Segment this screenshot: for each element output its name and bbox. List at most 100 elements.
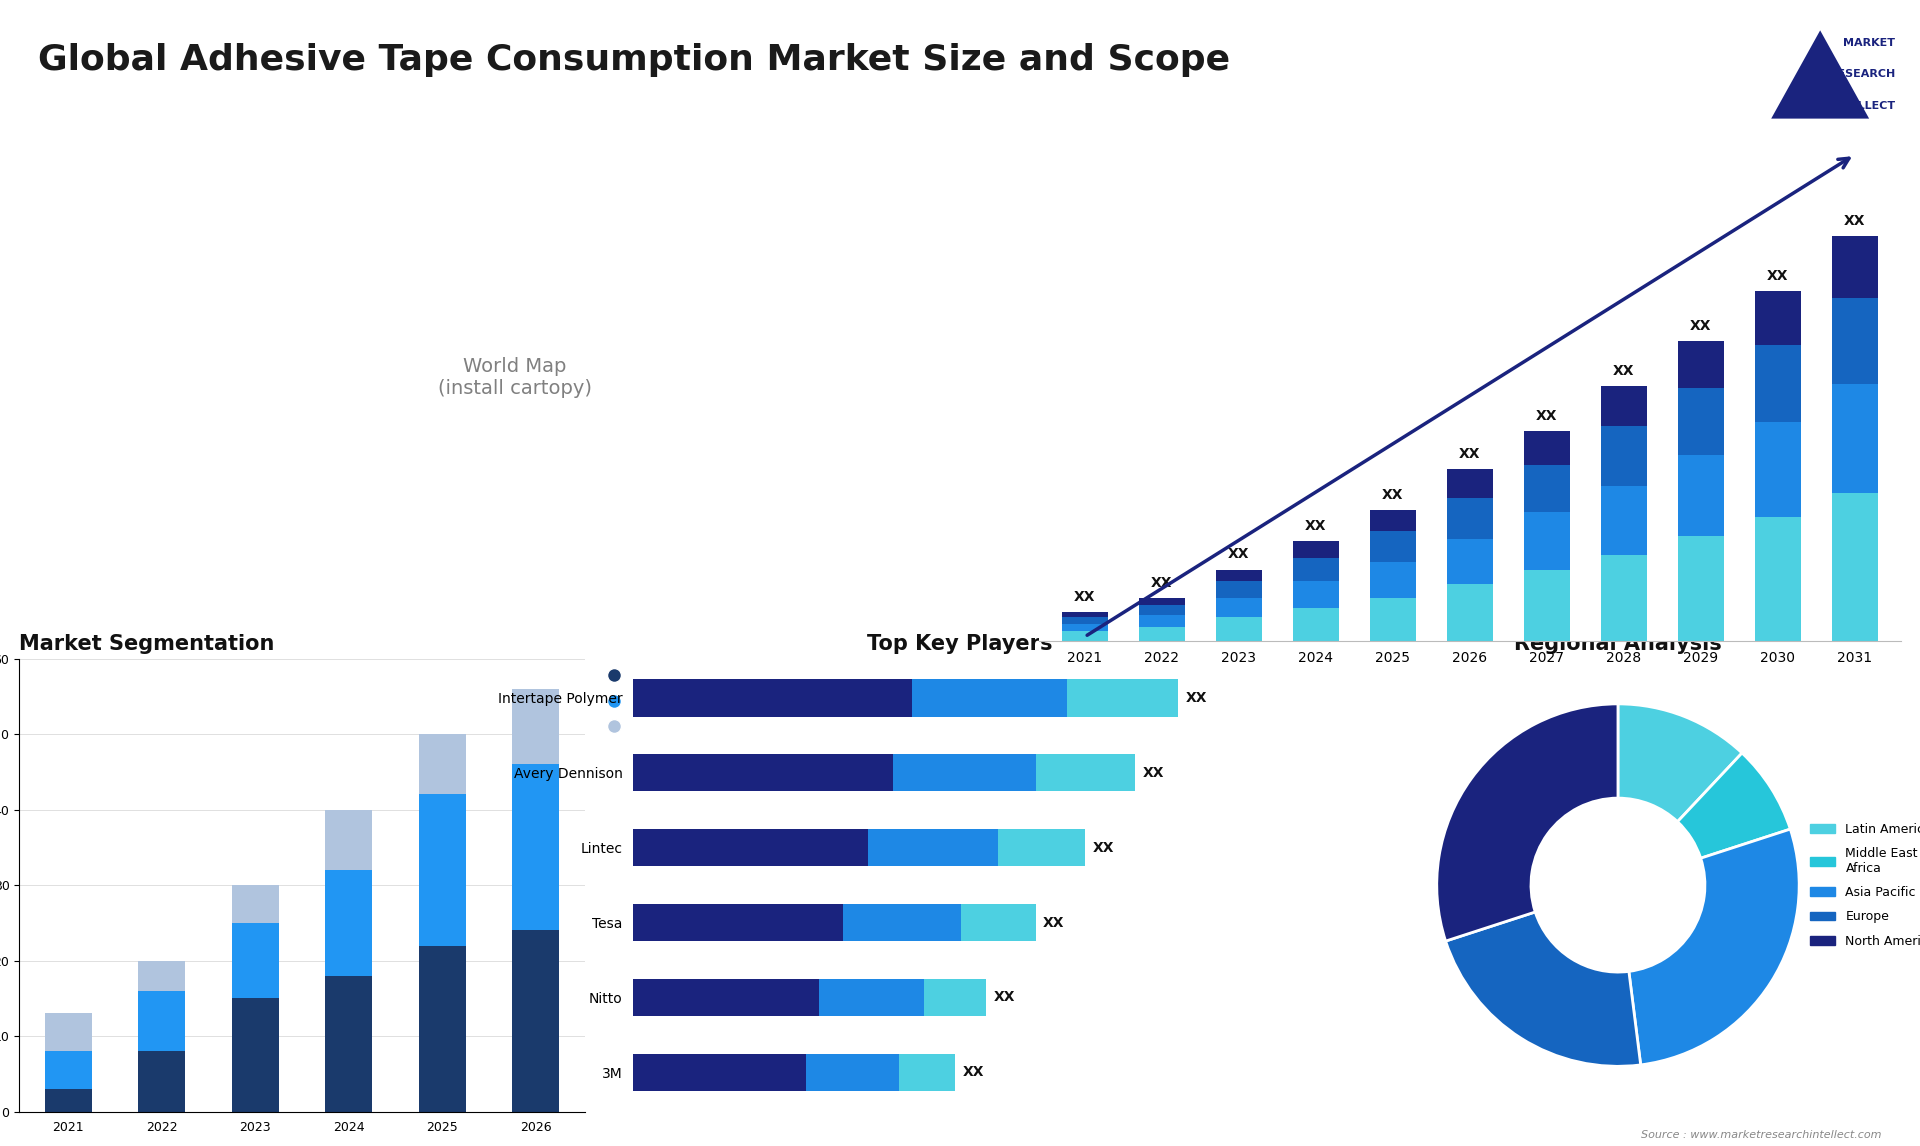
Text: XX: XX [1306, 519, 1327, 533]
Bar [1755, 517, 1801, 641]
Text: XX: XX [1187, 691, 1208, 705]
Bar [1139, 598, 1185, 605]
Bar [1369, 598, 1415, 641]
Bar [632, 680, 912, 716]
Bar [419, 735, 467, 794]
Wedge shape [1628, 829, 1799, 1065]
Title: Top Key Players: Top Key Players [868, 634, 1052, 654]
Text: XX: XX [1613, 364, 1634, 378]
Bar [1292, 558, 1338, 581]
Bar [1215, 570, 1261, 581]
Text: RESEARCH: RESEARCH [1828, 70, 1895, 79]
Text: XX: XX [1150, 576, 1173, 590]
Bar [632, 754, 893, 792]
Text: XX: XX [1459, 447, 1480, 462]
Bar [1832, 384, 1878, 493]
Text: XX: XX [1043, 916, 1064, 929]
Title: Regional Analysis: Regional Analysis [1515, 634, 1722, 654]
Bar [632, 979, 818, 1017]
Bar [1601, 386, 1647, 426]
Bar [1601, 555, 1647, 641]
Bar [1062, 625, 1108, 631]
Bar [1292, 541, 1338, 558]
Bar [1755, 422, 1801, 517]
Bar [1446, 470, 1492, 499]
Bar [1068, 680, 1179, 716]
Text: INTELLECT: INTELLECT [1830, 101, 1895, 111]
Bar [1139, 605, 1185, 614]
Bar [1062, 618, 1108, 625]
Text: World Map
(install cartopy): World Map (install cartopy) [438, 358, 591, 398]
Bar [1446, 583, 1492, 641]
Bar [324, 870, 372, 975]
Bar [962, 904, 1035, 941]
Bar [818, 979, 924, 1017]
Bar [1755, 345, 1801, 422]
Bar [1755, 291, 1801, 345]
Bar [232, 885, 278, 923]
Bar [1215, 581, 1261, 598]
Bar [1524, 464, 1571, 512]
Bar [1524, 431, 1571, 464]
Bar [1139, 614, 1185, 627]
Bar [924, 979, 987, 1017]
Bar [632, 904, 843, 941]
Text: XX: XX [1073, 590, 1096, 604]
Wedge shape [1436, 704, 1619, 941]
Bar [138, 1051, 184, 1112]
Bar [1215, 618, 1261, 641]
Bar [998, 829, 1085, 866]
Text: XX: XX [1092, 841, 1114, 855]
Bar [44, 1051, 92, 1089]
Text: XX: XX [1142, 766, 1164, 779]
Bar [324, 809, 372, 870]
Bar [632, 829, 868, 866]
Bar [1678, 388, 1724, 455]
Text: XX: XX [1382, 488, 1404, 502]
Bar [1524, 570, 1571, 641]
Bar [513, 764, 559, 931]
Text: XX: XX [993, 990, 1016, 1004]
Bar [138, 960, 184, 991]
Text: MARKET: MARKET [1843, 38, 1895, 48]
Bar [513, 689, 559, 764]
Bar [419, 794, 467, 945]
FancyArrowPatch shape [1087, 158, 1849, 635]
Bar [1062, 612, 1108, 618]
Bar [1139, 627, 1185, 641]
Bar [419, 945, 467, 1112]
Text: XX: XX [1229, 548, 1250, 562]
Bar [1369, 563, 1415, 598]
Bar [1601, 486, 1647, 555]
Bar [632, 1053, 806, 1091]
Wedge shape [1619, 704, 1741, 822]
Legend: Application, Product, Geography: Application, Product, Geography [597, 665, 712, 739]
Text: XX: XX [1690, 319, 1711, 332]
Bar [1832, 236, 1878, 298]
Bar [1062, 631, 1108, 641]
Bar [1369, 532, 1415, 563]
Bar [1446, 499, 1492, 539]
Bar [1678, 536, 1724, 641]
Bar [899, 1053, 954, 1091]
Bar [1832, 298, 1878, 384]
Text: XX: XX [1536, 409, 1557, 423]
Bar [893, 754, 1035, 792]
Circle shape [1530, 798, 1705, 972]
Text: XX: XX [1843, 213, 1866, 228]
Bar [44, 1089, 92, 1112]
Wedge shape [1446, 912, 1642, 1066]
Bar [1292, 581, 1338, 607]
Bar [843, 904, 962, 941]
Bar [912, 680, 1068, 716]
Bar [868, 829, 998, 866]
Bar [1678, 340, 1724, 388]
Text: XX: XX [1766, 268, 1788, 283]
Text: Source : www.marketresearchintellect.com: Source : www.marketresearchintellect.com [1642, 1130, 1882, 1140]
Bar [1524, 512, 1571, 570]
Polygon shape [1770, 31, 1868, 118]
Text: Global Adhesive Tape Consumption Market Size and Scope: Global Adhesive Tape Consumption Market … [38, 42, 1231, 77]
Bar [1035, 754, 1135, 792]
Bar [1832, 493, 1878, 641]
Bar [324, 975, 372, 1112]
